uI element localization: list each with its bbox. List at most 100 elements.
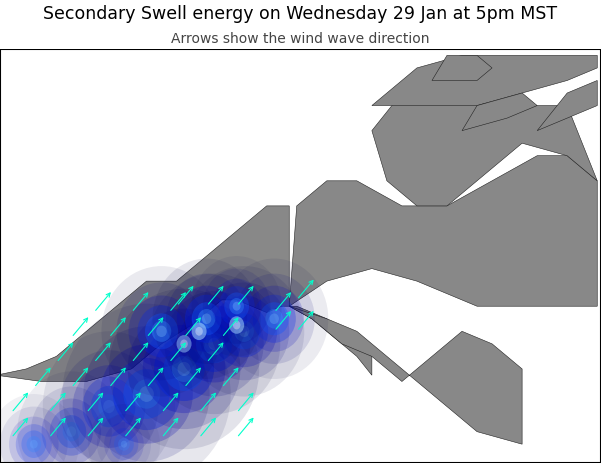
Ellipse shape [143, 325, 225, 413]
Ellipse shape [228, 314, 261, 350]
Ellipse shape [103, 400, 115, 413]
Ellipse shape [154, 337, 214, 401]
Polygon shape [372, 94, 597, 206]
Ellipse shape [219, 287, 255, 326]
Ellipse shape [245, 286, 304, 352]
Ellipse shape [252, 295, 296, 343]
Ellipse shape [163, 347, 205, 391]
Ellipse shape [212, 279, 261, 334]
Polygon shape [462, 94, 537, 131]
Polygon shape [432, 56, 492, 81]
Ellipse shape [180, 340, 188, 349]
Ellipse shape [233, 321, 240, 330]
Ellipse shape [188, 316, 240, 372]
Ellipse shape [229, 317, 244, 334]
Ellipse shape [220, 259, 328, 379]
Ellipse shape [31, 387, 112, 463]
Ellipse shape [209, 338, 220, 350]
Ellipse shape [192, 257, 282, 357]
Ellipse shape [0, 407, 68, 463]
Ellipse shape [100, 344, 193, 444]
Ellipse shape [234, 274, 315, 364]
Polygon shape [0, 206, 289, 382]
Ellipse shape [177, 362, 191, 376]
Ellipse shape [195, 327, 203, 336]
Ellipse shape [109, 428, 138, 460]
Ellipse shape [84, 326, 210, 462]
Ellipse shape [17, 372, 126, 463]
Ellipse shape [82, 376, 135, 437]
Ellipse shape [172, 356, 197, 382]
Ellipse shape [233, 302, 240, 311]
Ellipse shape [184, 267, 304, 397]
Ellipse shape [104, 422, 144, 463]
Bar [0, 50, 601, 463]
Ellipse shape [63, 304, 231, 463]
Ellipse shape [199, 283, 289, 381]
Ellipse shape [239, 326, 249, 337]
Ellipse shape [129, 296, 195, 367]
Ellipse shape [202, 314, 212, 325]
Ellipse shape [234, 321, 254, 342]
Ellipse shape [91, 386, 127, 427]
Ellipse shape [117, 283, 207, 381]
Ellipse shape [73, 365, 145, 448]
Ellipse shape [63, 422, 80, 442]
Ellipse shape [165, 292, 264, 397]
Ellipse shape [128, 309, 240, 429]
Ellipse shape [185, 295, 228, 343]
Ellipse shape [196, 325, 233, 363]
Ellipse shape [22, 431, 46, 458]
Ellipse shape [41, 399, 101, 463]
Ellipse shape [56, 415, 87, 448]
Ellipse shape [0, 394, 79, 463]
Ellipse shape [220, 306, 268, 357]
Ellipse shape [139, 386, 154, 402]
Ellipse shape [230, 299, 244, 315]
Ellipse shape [50, 408, 93, 456]
Ellipse shape [26, 436, 41, 452]
Ellipse shape [148, 274, 280, 414]
Ellipse shape [59, 350, 159, 463]
Ellipse shape [9, 417, 59, 463]
Ellipse shape [269, 314, 279, 325]
Ellipse shape [178, 306, 251, 382]
Ellipse shape [109, 289, 259, 449]
Ellipse shape [198, 309, 215, 329]
Polygon shape [537, 81, 597, 131]
Ellipse shape [118, 438, 130, 451]
Ellipse shape [30, 440, 38, 449]
Ellipse shape [153, 259, 261, 379]
Polygon shape [289, 307, 522, 444]
Ellipse shape [260, 302, 289, 336]
Ellipse shape [97, 414, 151, 463]
Ellipse shape [98, 394, 120, 419]
Ellipse shape [102, 267, 222, 397]
Ellipse shape [43, 332, 175, 463]
Ellipse shape [266, 309, 283, 329]
Ellipse shape [151, 321, 171, 342]
Ellipse shape [138, 306, 186, 357]
Ellipse shape [113, 358, 180, 430]
Ellipse shape [67, 426, 76, 437]
Ellipse shape [16, 424, 52, 463]
Ellipse shape [192, 302, 221, 336]
Ellipse shape [224, 293, 249, 320]
Ellipse shape [177, 335, 192, 353]
Text: Arrows show the wind wave direction: Arrows show the wind wave direction [171, 32, 430, 46]
Ellipse shape [114, 433, 134, 455]
Ellipse shape [166, 274, 247, 364]
Ellipse shape [133, 380, 160, 409]
Ellipse shape [123, 369, 169, 419]
Ellipse shape [211, 296, 277, 367]
Ellipse shape [145, 314, 178, 350]
Polygon shape [289, 307, 372, 375]
Ellipse shape [156, 326, 166, 337]
Polygon shape [372, 56, 597, 106]
Polygon shape [289, 156, 597, 307]
Ellipse shape [203, 269, 270, 344]
Text: Secondary Swell energy on Wednesday 29 Jan at 5pm MST: Secondary Swell energy on Wednesday 29 J… [43, 5, 558, 23]
Ellipse shape [121, 441, 127, 448]
Ellipse shape [177, 286, 236, 352]
Ellipse shape [192, 323, 207, 340]
